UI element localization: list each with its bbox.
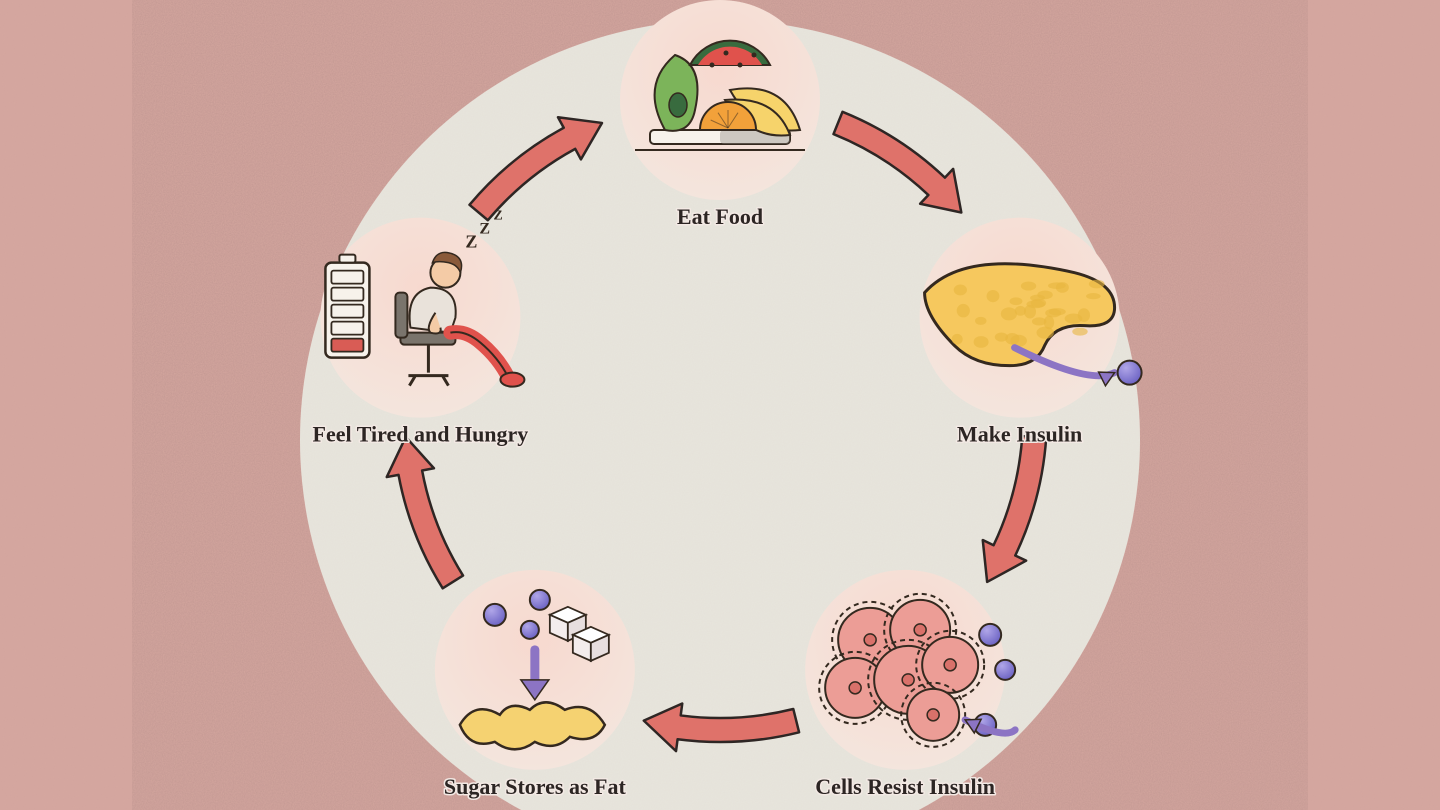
zzz-text: Z bbox=[493, 209, 502, 224]
zzz-text: Z bbox=[465, 232, 477, 252]
label-resist: Cells Resist Insulin bbox=[815, 774, 995, 799]
diagram-svg: Eat Food Make Insulin Cells Resist Insulin… bbox=[0, 0, 1440, 810]
label-eat: Eat Food bbox=[677, 204, 763, 229]
label-fat: Sugar Stores as Fat bbox=[444, 774, 627, 799]
insulin-cycle-infographic: Eat Food Make Insulin Cells Resist Insulin… bbox=[0, 0, 1440, 810]
label-insulin: Make Insulin bbox=[957, 422, 1082, 447]
node-bg bbox=[620, 0, 820, 200]
label-tired: Feel Tired and Hungry bbox=[313, 422, 529, 447]
zzz-text: Z bbox=[479, 221, 490, 238]
